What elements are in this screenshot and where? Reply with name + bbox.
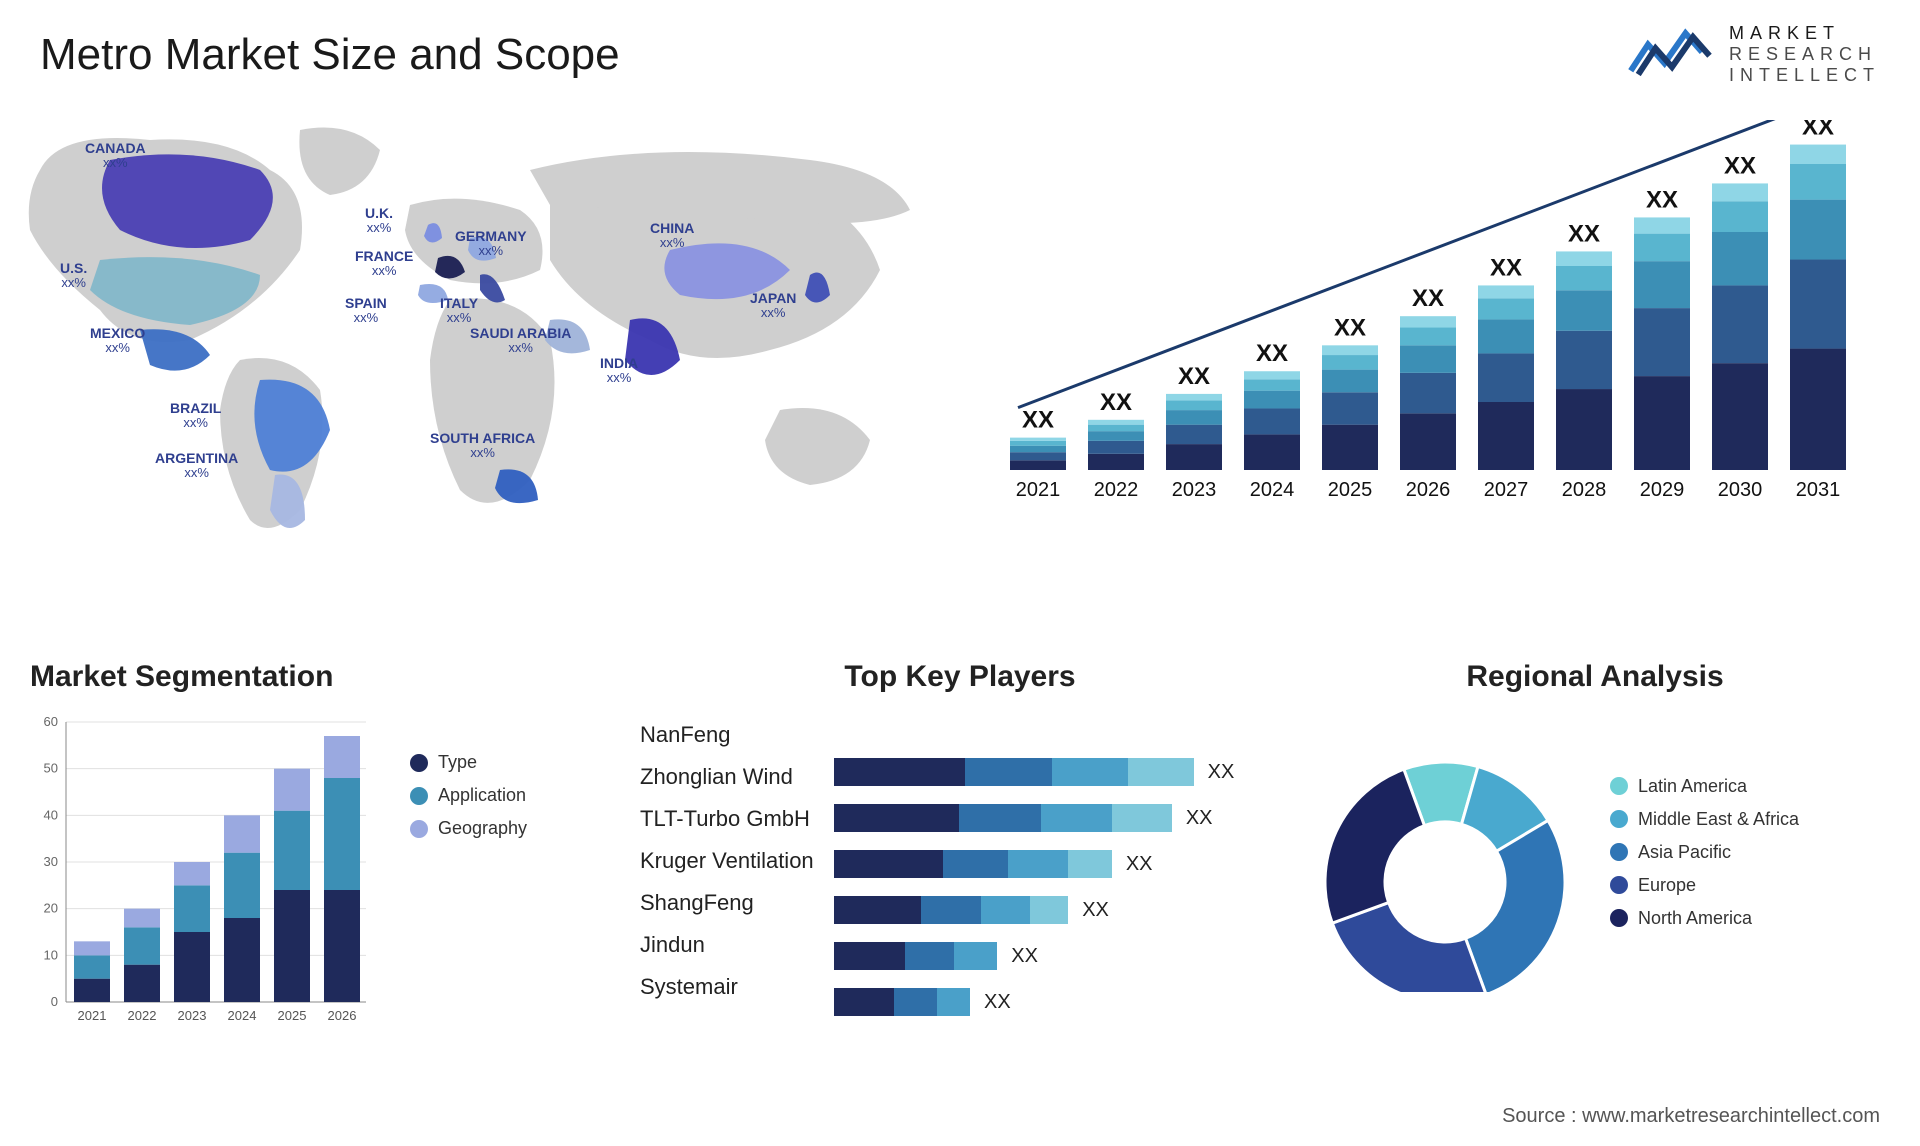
svg-text:2026: 2026: [1406, 479, 1451, 501]
regional-legend-item: Europe: [1610, 875, 1799, 896]
svg-text:XX: XX: [1490, 254, 1522, 281]
logo-line3: INTELLECT: [1729, 65, 1880, 86]
regional-legend-item: Latin America: [1610, 776, 1799, 797]
svg-text:XX: XX: [1646, 186, 1678, 213]
svg-text:2021: 2021: [1016, 479, 1061, 501]
map-label-india: INDIAxx%: [600, 355, 638, 386]
player-bar-row: XX: [834, 850, 1235, 878]
regional-legend-item: Asia Pacific: [1610, 842, 1799, 863]
svg-text:2022: 2022: [128, 1008, 157, 1023]
map-label-france: FRANCExx%: [355, 248, 413, 279]
svg-text:XX: XX: [1100, 389, 1132, 416]
regional-section: Regional Analysis Latin America Middle Ea…: [1310, 660, 1880, 1080]
svg-text:2023: 2023: [178, 1008, 207, 1023]
player-bar-row: XX: [834, 896, 1235, 924]
player-name: Kruger Ventilation: [640, 848, 814, 874]
svg-text:30: 30: [44, 854, 58, 869]
svg-text:2031: 2031: [1796, 479, 1841, 501]
svg-text:10: 10: [44, 947, 58, 962]
map-label-argentina: ARGENTINAxx%: [155, 450, 238, 481]
svg-text:60: 60: [44, 714, 58, 729]
svg-text:2026: 2026: [328, 1008, 357, 1023]
segmentation-legend: Type Application Geography: [410, 752, 527, 839]
svg-text:2030: 2030: [1718, 479, 1763, 501]
player-name: ShangFeng: [640, 890, 814, 916]
source-text: Source : www.marketresearchintellect.com: [1502, 1105, 1880, 1128]
svg-text:2024: 2024: [228, 1008, 257, 1023]
map-label-saudi-arabia: SAUDI ARABIAxx%: [470, 325, 571, 356]
svg-text:20: 20: [44, 901, 58, 916]
svg-text:2022: 2022: [1094, 479, 1139, 501]
svg-text:2025: 2025: [278, 1008, 307, 1023]
svg-text:XX: XX: [1334, 314, 1366, 341]
svg-text:XX: XX: [1412, 285, 1444, 312]
logo-line2: RESEARCH: [1729, 44, 1880, 65]
player-bar-row: XX: [834, 942, 1235, 970]
map-label-china: CHINAxx%: [650, 220, 694, 251]
map-label-south-africa: SOUTH AFRICAxx%: [430, 430, 535, 461]
map-label-u.s.: U.S.xx%: [60, 260, 87, 291]
logo: MARKET RESEARCH INTELLECT: [1627, 20, 1880, 89]
player-bar-row: XX: [834, 804, 1235, 832]
regional-donut: [1310, 712, 1580, 992]
map-label-brazil: BRAZILxx%: [170, 400, 221, 431]
segmentation-section: Market Segmentation 0 10 20 30 40 50 60 2021 202…: [30, 660, 560, 1080]
svg-text:2028: 2028: [1562, 479, 1607, 501]
svg-text:XX: XX: [1256, 340, 1288, 367]
player-name: TLT-Turbo GmbH: [640, 806, 814, 832]
segmentation-title: Market Segmentation: [30, 660, 560, 694]
svg-text:2023: 2023: [1172, 479, 1217, 501]
map-label-japan: JAPANxx%: [750, 290, 796, 321]
players-section: Top Key Players NanFeng Zhonglian Wind TLT…: [640, 660, 1280, 1080]
world-map: CANADAxx% U.S.xx% MEXICOxx% BRAZILxx% ARGENT…: [10, 110, 930, 550]
seg-legend-item: Type: [410, 752, 527, 773]
segmentation-chart: 0 10 20 30 40 50 60 2021 2022 2023 2024 2025 2026: [30, 712, 380, 1042]
svg-text:0: 0: [51, 994, 58, 1009]
page-title: Metro Market Size and Scope: [40, 30, 620, 80]
svg-text:XX: XX: [1568, 220, 1600, 247]
player-name: Systemair: [640, 974, 814, 1000]
map-label-canada: CANADAxx%: [85, 140, 146, 171]
svg-text:2029: 2029: [1640, 479, 1685, 501]
player-name: NanFeng: [640, 722, 814, 748]
map-label-spain: SPAINxx%: [345, 295, 387, 326]
players-title: Top Key Players: [640, 660, 1280, 694]
svg-text:XX: XX: [1802, 120, 1834, 141]
svg-text:XX: XX: [1022, 407, 1054, 434]
map-label-germany: GERMANYxx%: [455, 228, 527, 259]
svg-text:2027: 2027: [1484, 479, 1529, 501]
regional-legend-item: North America: [1610, 908, 1799, 929]
player-name: Jindun: [640, 932, 814, 958]
forecast-chart: XX 2021 XX 2022 XX 2023 XX 2024 XX 2025 XX 2026 XX 20…: [1000, 120, 1880, 540]
svg-text:2025: 2025: [1328, 479, 1373, 501]
regional-legend: Latin America Middle East & Africa Asia Pa…: [1610, 776, 1799, 929]
svg-text:40: 40: [44, 807, 58, 822]
regional-legend-item: Middle East & Africa: [1610, 809, 1799, 830]
seg-legend-item: Geography: [410, 818, 527, 839]
svg-text:XX: XX: [1724, 152, 1756, 179]
seg-legend-item: Application: [410, 785, 527, 806]
player-name: Zhonglian Wind: [640, 764, 814, 790]
map-label-u.k.: U.K.xx%: [365, 205, 393, 236]
svg-text:2021: 2021: [78, 1008, 107, 1023]
map-label-mexico: MEXICOxx%: [90, 325, 145, 356]
players-bars: XX XX XX XX XX XX: [834, 758, 1235, 1034]
map-label-italy: ITALYxx%: [440, 295, 478, 326]
regional-title: Regional Analysis: [1310, 660, 1880, 694]
svg-text:XX: XX: [1178, 363, 1210, 390]
player-bar-row: XX: [834, 758, 1235, 786]
logo-text: MARKET RESEARCH INTELLECT: [1729, 23, 1880, 85]
player-bar-row: XX: [834, 988, 1235, 1016]
forecast-chart-svg: XX 2021 XX 2022 XX 2023 XX 2024 XX 2025 XX 2026 XX 20…: [1000, 120, 1880, 540]
svg-text:2024: 2024: [1250, 479, 1295, 501]
logo-line1: MARKET: [1729, 23, 1880, 44]
players-names: NanFeng Zhonglian Wind TLT-Turbo GmbH Kruge…: [640, 722, 814, 1034]
logo-icon: [1627, 20, 1717, 89]
svg-text:50: 50: [44, 761, 58, 776]
